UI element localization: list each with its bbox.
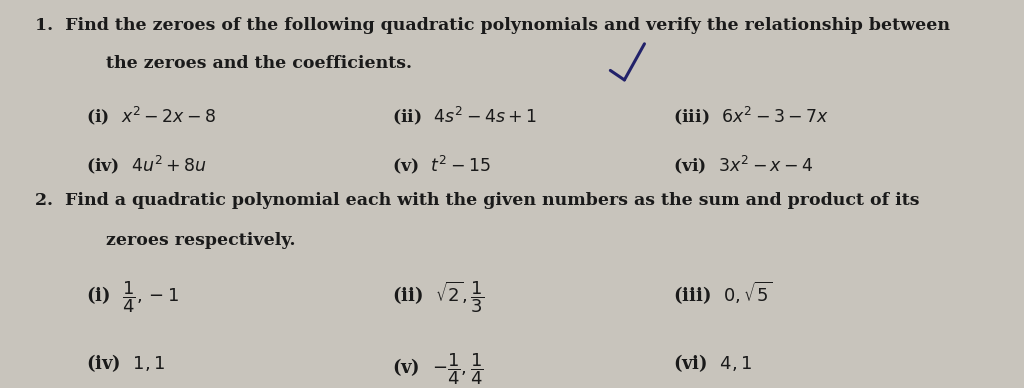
Text: (ii)  $4s^2-4s+1$: (ii) $4s^2-4s+1$ [391, 105, 537, 127]
Text: (ii)  $\sqrt{2},\dfrac{1}{3}$: (ii) $\sqrt{2},\dfrac{1}{3}$ [391, 279, 484, 315]
Text: zeroes respectively.: zeroes respectively. [105, 232, 295, 249]
Text: (v)  $t^2-15$: (v) $t^2-15$ [391, 154, 490, 177]
Text: (iii)  $6x^2-3-7x$: (iii) $6x^2-3-7x$ [673, 105, 828, 127]
Text: (iv)  $4u^2+8u$: (iv) $4u^2+8u$ [85, 154, 207, 177]
Text: (i)  $\dfrac{1}{4},-1$: (i) $\dfrac{1}{4},-1$ [85, 279, 179, 315]
Text: (iv)  $1,1$: (iv) $1,1$ [85, 352, 165, 374]
Text: (iii)  $0, \sqrt{5}$: (iii) $0, \sqrt{5}$ [673, 279, 772, 307]
Text: the zeroes and the coefficients.: the zeroes and the coefficients. [105, 55, 412, 72]
Text: (vi)  $3x^2-x-4$: (vi) $3x^2-x-4$ [673, 154, 813, 177]
Text: 1.  Find the zeroes of the following quadratic polynomials and verify the relati: 1. Find the zeroes of the following quad… [35, 17, 950, 34]
Text: 2.  Find a quadratic polynomial each with the given numbers as the sum and produ: 2. Find a quadratic polynomial each with… [35, 192, 920, 209]
Text: (i)  $x^2-2x-8$: (i) $x^2-2x-8$ [85, 105, 216, 127]
Text: (v)  $-\dfrac{1}{4},\dfrac{1}{4}$: (v) $-\dfrac{1}{4},\dfrac{1}{4}$ [391, 352, 483, 388]
Text: (vi)  $4,1$: (vi) $4,1$ [673, 352, 752, 374]
